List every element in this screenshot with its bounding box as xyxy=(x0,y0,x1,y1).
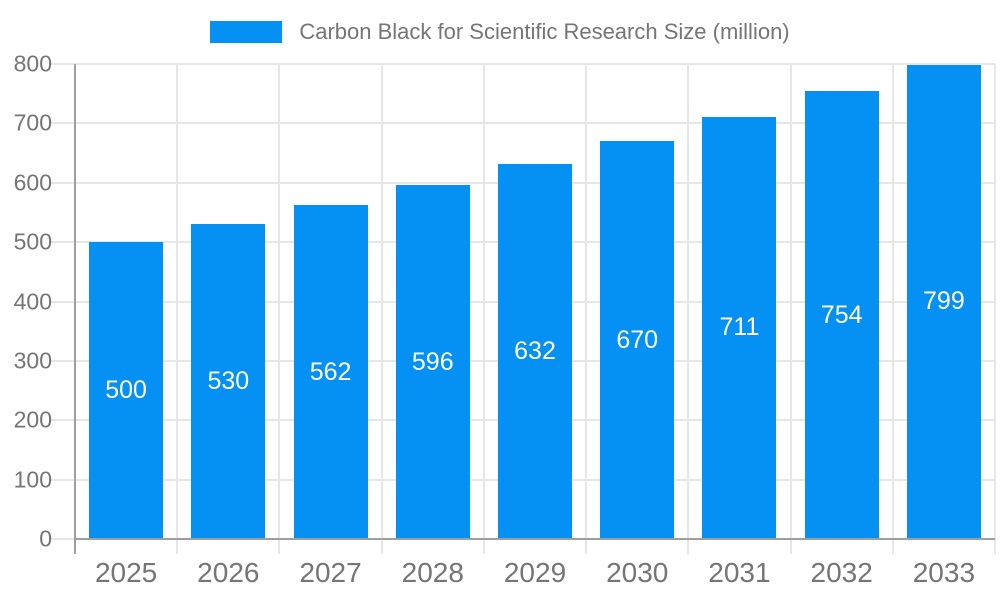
x-tick-label: 2033 xyxy=(912,557,976,588)
x-tick-label: 2031 xyxy=(708,557,771,588)
y-tick-label: 100 xyxy=(13,466,52,493)
chart-legend[interactable]: Carbon Black for Scientific Research Siz… xyxy=(0,18,1000,46)
v-gridline xyxy=(176,64,179,554)
x-tick-label: 2032 xyxy=(810,557,873,588)
y-tick-label: 400 xyxy=(13,288,52,314)
plot-area: 500 530 562 596 632 670 711 754 799 xyxy=(50,63,996,554)
v-gridline xyxy=(687,64,690,554)
y-tick-label: 500 xyxy=(13,228,52,255)
bar-2029[interactable]: 632 xyxy=(498,163,572,539)
v-gridline xyxy=(278,64,281,554)
bar-value-label: 754 xyxy=(820,300,863,329)
bar-value-label: 632 xyxy=(514,336,556,365)
x-tick-label: 2030 xyxy=(606,557,669,588)
x-tick-label: 2027 xyxy=(299,557,362,588)
y-tick-label: 600 xyxy=(13,169,52,196)
bar-2030[interactable]: 670 xyxy=(600,141,675,539)
x-tick-label: 2026 xyxy=(197,557,260,588)
y-tick-label: 700 xyxy=(13,109,52,136)
bar-2026[interactable]: 530 xyxy=(191,224,266,539)
v-gridline xyxy=(789,64,792,554)
x-axis-line xyxy=(75,538,995,540)
y-axis-line xyxy=(74,64,76,554)
bar-value-label: 562 xyxy=(309,357,352,386)
bar-2028[interactable]: 596 xyxy=(395,185,470,539)
h-gridline xyxy=(50,122,995,125)
y-tick-label: 800 xyxy=(13,50,52,77)
bar-2033[interactable]: 799 xyxy=(906,64,981,539)
y-axis-labels: 0 100 200 300 400 500 600 700 800 xyxy=(0,52,52,550)
x-tick-label: 2029 xyxy=(503,557,567,588)
bar-2025[interactable]: 500 xyxy=(89,242,164,539)
v-gridline xyxy=(994,64,996,554)
v-gridline xyxy=(891,64,894,554)
bar-2032[interactable]: 754 xyxy=(804,91,879,539)
bar-value-label: 530 xyxy=(207,367,250,396)
y-tick-label: 300 xyxy=(13,347,52,374)
x-tick-label: 2028 xyxy=(401,557,464,588)
bar-2027[interactable]: 562 xyxy=(293,205,368,539)
bar-value-label: 670 xyxy=(616,325,659,354)
bar-value-label: 596 xyxy=(411,347,454,376)
bar-value-label: 711 xyxy=(719,313,760,342)
x-tick-label: 2025 xyxy=(94,557,158,588)
y-tick-label: 0 xyxy=(39,525,52,552)
bar-2031[interactable]: 711 xyxy=(702,116,777,539)
bar-value-label: 799 xyxy=(923,287,965,316)
legend-label: Carbon Black for Scientific Research Siz… xyxy=(299,19,790,44)
v-gridline xyxy=(585,64,588,554)
x-axis-labels: 2025 2026 2027 2028 2029 2030 2031 2032 2033 xyxy=(75,559,995,593)
legend-swatch-icon xyxy=(210,21,283,43)
v-gridline xyxy=(482,64,485,554)
y-tick-label: 200 xyxy=(13,406,52,433)
h-gridline xyxy=(50,63,995,65)
bar-value-label: 500 xyxy=(105,376,147,405)
v-gridline xyxy=(380,64,383,554)
